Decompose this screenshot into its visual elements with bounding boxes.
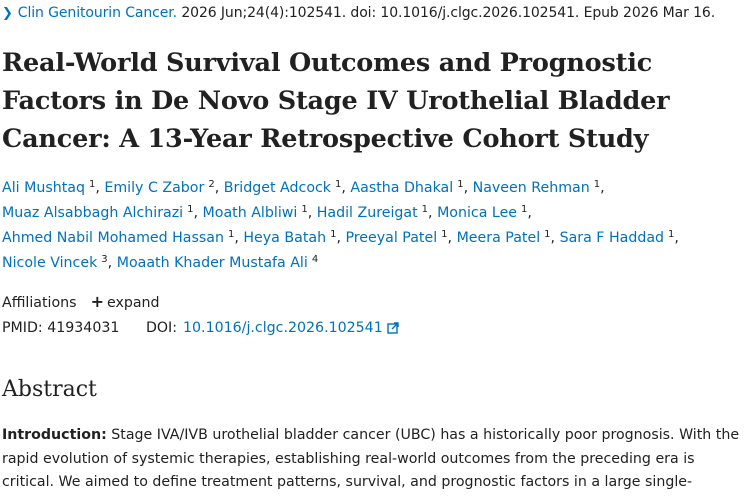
author-item: Monica Lee 1: [437, 204, 528, 222]
affiliation-number[interactable]: 1: [457, 179, 464, 190]
pmid-value: 41934031: [47, 320, 120, 336]
affiliation-number[interactable]: 1: [421, 204, 429, 215]
affiliations-row: Affiliations + expand: [2, 292, 160, 311]
affiliation-number[interactable]: 4: [311, 254, 319, 265]
author-item: Aastha Dhakal 1: [350, 179, 464, 197]
affiliation-number[interactable]: 1: [88, 179, 96, 190]
author-name-link[interactable]: Aastha Dhakal: [350, 180, 454, 196]
author-name-link[interactable]: Monica Lee: [437, 205, 518, 221]
author-item: Preeyal Patel 1: [345, 229, 448, 247]
author-item: Ahmed Nabil Mohamed Hassan 1: [2, 229, 235, 247]
article-title: Real-World Survival Outcomes and Prognos…: [2, 48, 670, 154]
journal-link[interactable]: Clin Genitourin Cancer.: [17, 5, 177, 21]
author-item: Heya Batah 1: [243, 229, 337, 247]
pmid-label: PMID:: [2, 320, 43, 336]
author-name-link[interactable]: Naveen Rehman: [472, 180, 590, 196]
author-name-link[interactable]: Muaz Alsabbagh Alchirazi: [2, 205, 184, 221]
affiliation-number[interactable]: 1: [441, 229, 448, 240]
affiliation-number[interactable]: 1: [668, 229, 675, 240]
author-name-link[interactable]: Meera Patel: [456, 230, 541, 246]
affiliation-number[interactable]: 1: [335, 179, 342, 190]
author-item: Emily C Zabor 2: [104, 179, 215, 197]
affiliation-number[interactable]: 1: [521, 204, 528, 215]
introduction-text: Stage IVA/IVB urothelial bladder cancer …: [2, 427, 740, 490]
author-name-link[interactable]: Moaath Khader Mustafa Ali: [116, 255, 308, 271]
affiliation-number[interactable]: 1: [330, 229, 337, 240]
author-name-link[interactable]: Preeyal Patel: [345, 230, 438, 246]
author-item: Bridget Adcock 1: [223, 179, 342, 197]
external-link-icon[interactable]: [387, 322, 399, 338]
affiliation-number[interactable]: 1: [301, 204, 308, 215]
identifiers-row: PMID: 41934031 DOI: 10.1016/j.clgc.2026.1…: [2, 320, 399, 338]
author-name-link[interactable]: Moath Albliwi: [202, 205, 298, 221]
affiliation-number[interactable]: 3: [101, 254, 108, 265]
author-name-link[interactable]: Heya Batah: [243, 230, 327, 246]
affiliation-number[interactable]: 1: [227, 229, 235, 240]
citation-line: ❯ Clin Genitourin Cancer. 2026 Jun;24(4):…: [2, 5, 715, 21]
doi-link[interactable]: 10.1016/j.clgc.2026.102541: [183, 320, 383, 336]
author-item: Ali Mushtaq 1: [2, 179, 96, 197]
affiliation-number[interactable]: 2: [208, 179, 215, 190]
author-item: Moaath Khader Mustafa Ali 4: [116, 254, 319, 272]
author-name-link[interactable]: Emily C Zabor: [104, 180, 205, 196]
introduction-label: Introduction:: [2, 427, 107, 443]
author-name-link[interactable]: Nicole Vincek: [2, 255, 98, 271]
abstract-heading: Abstract: [2, 377, 97, 402]
author-item: Moath Albliwi 1: [202, 204, 308, 222]
expand-affiliations-button[interactable]: expand: [106, 295, 160, 311]
affiliation-number[interactable]: 1: [544, 229, 551, 240]
citation-details: 2026 Jun;24(4):102541. doi: 10.1016/j.cl…: [181, 5, 716, 21]
author-name-link[interactable]: Ali Mushtaq: [2, 180, 85, 196]
doi-label: DOI:: [145, 320, 177, 336]
affiliation-number[interactable]: 1: [593, 179, 601, 190]
author-item: Meera Patel 1: [456, 229, 551, 247]
plus-icon[interactable]: +: [90, 292, 104, 311]
affiliations-label: Affiliations: [2, 295, 77, 311]
chevron-right-icon: ❯: [2, 6, 13, 21]
affiliation-number[interactable]: 1: [187, 204, 194, 215]
author-item: Naveen Rehman 1: [472, 179, 601, 197]
authors-list: Ali Mushtaq 1, Emily C Zabor 2, Bridget Ad…: [2, 179, 679, 272]
author-name-link[interactable]: Hadil Zureigat: [316, 205, 418, 221]
author-name-link[interactable]: Bridget Adcock: [223, 180, 332, 196]
author-item: Muaz Alsabbagh Alchirazi 1: [2, 204, 194, 222]
author-item: Hadil Zureigat 1: [316, 204, 429, 222]
author-name-link[interactable]: Sara F Haddad: [559, 230, 665, 246]
author-name-link[interactable]: Ahmed Nabil Mohamed Hassan: [2, 230, 224, 246]
abstract-body: Introduction: Stage IVA/IVB urothelial b…: [2, 424, 748, 495]
author-item: Nicole Vincek 3: [2, 254, 108, 272]
author-item: Sara F Haddad 1: [559, 229, 675, 247]
